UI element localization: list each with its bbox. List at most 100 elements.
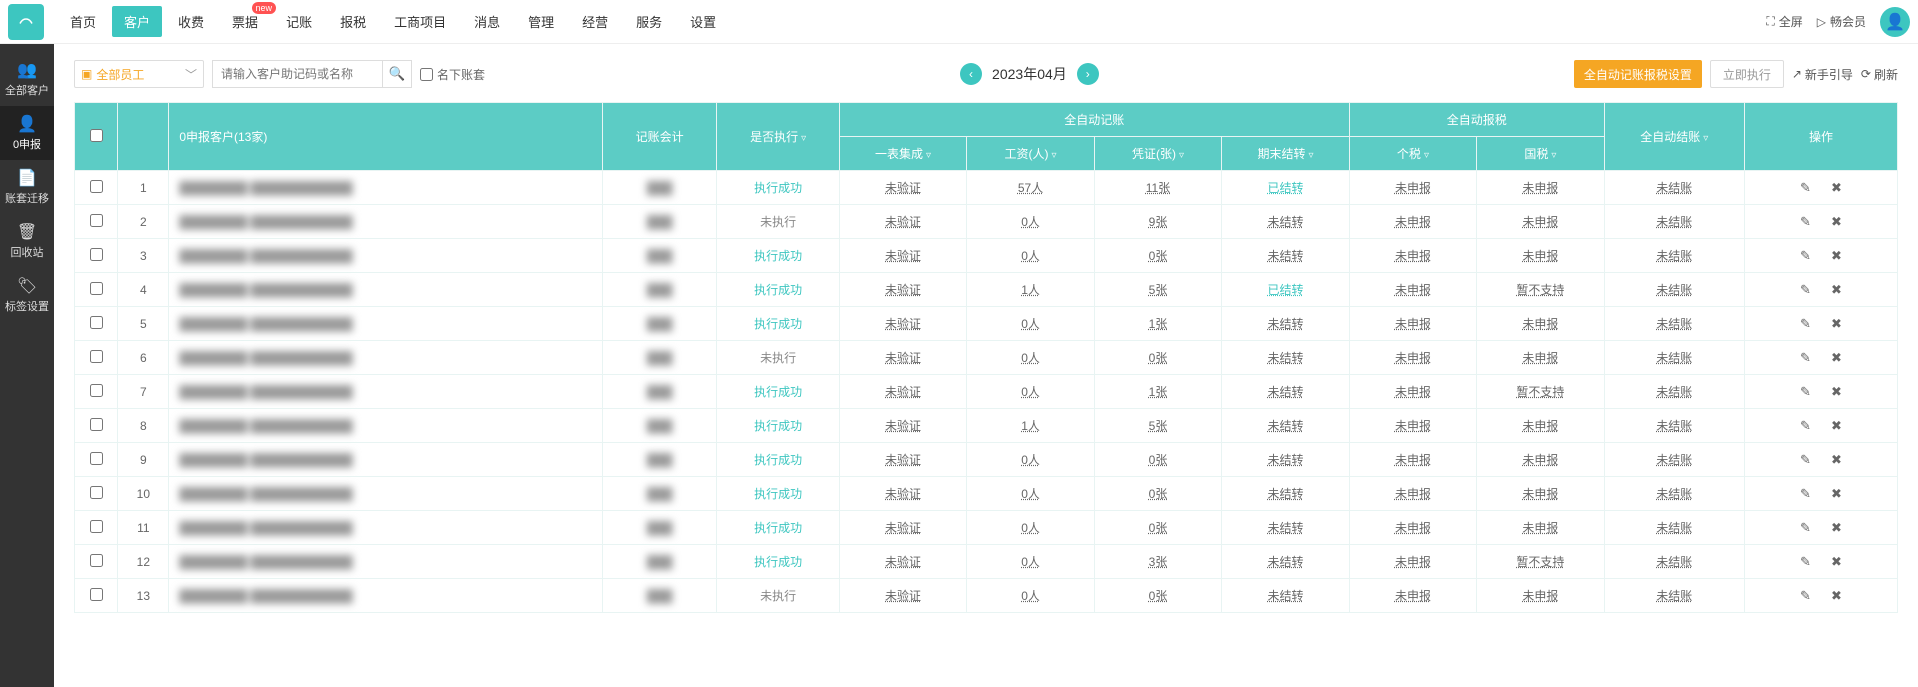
transfer-status[interactable]: 未结转 bbox=[1222, 511, 1349, 545]
transfer-status[interactable]: 已结转 bbox=[1222, 273, 1349, 307]
edit-icon[interactable]: ✎ bbox=[1800, 486, 1811, 502]
national-tax[interactable]: 未申报 bbox=[1477, 341, 1604, 375]
edit-icon[interactable]: ✎ bbox=[1800, 180, 1811, 196]
delete-icon[interactable]: ✖ bbox=[1831, 452, 1842, 468]
close-status[interactable]: 未结账 bbox=[1604, 341, 1744, 375]
col-c3[interactable]: 凭证(张)▿ bbox=[1094, 137, 1221, 171]
auto-settings-button[interactable]: 全自动记账报税设置 bbox=[1574, 60, 1702, 88]
member-button[interactable]: ▷ 畅会员 bbox=[1817, 13, 1866, 30]
verify-status[interactable]: 未验证 bbox=[839, 205, 966, 239]
verify-status[interactable]: 未验证 bbox=[839, 307, 966, 341]
personal-tax[interactable]: 未申报 bbox=[1349, 171, 1476, 205]
voucher-count[interactable]: 5张 bbox=[1094, 409, 1221, 443]
transfer-status[interactable]: 未结转 bbox=[1222, 341, 1349, 375]
customer-name[interactable]: ████████ ████████████ bbox=[169, 171, 602, 205]
national-tax[interactable]: 未申报 bbox=[1477, 477, 1604, 511]
nav-item-1[interactable]: 客户 bbox=[112, 6, 162, 37]
edit-icon[interactable]: ✎ bbox=[1800, 316, 1811, 332]
transfer-status[interactable]: 未结转 bbox=[1222, 443, 1349, 477]
personal-tax[interactable]: 未申报 bbox=[1349, 409, 1476, 443]
people-count[interactable]: 0人 bbox=[967, 443, 1094, 477]
national-tax[interactable]: 未申报 bbox=[1477, 239, 1604, 273]
transfer-status[interactable]: 未结转 bbox=[1222, 205, 1349, 239]
customer-name[interactable]: ████████ ████████████ bbox=[169, 273, 602, 307]
employee-select[interactable]: ▣ 全部员工 ﹀ bbox=[74, 60, 204, 88]
nav-item-7[interactable]: 消息 bbox=[462, 6, 512, 37]
edit-icon[interactable]: ✎ bbox=[1800, 248, 1811, 264]
close-status[interactable]: 未结账 bbox=[1604, 579, 1744, 613]
personal-tax[interactable]: 未申报 bbox=[1349, 375, 1476, 409]
people-count[interactable]: 1人 bbox=[967, 409, 1094, 443]
row-checkbox[interactable] bbox=[90, 248, 103, 261]
transfer-status[interactable]: 未结转 bbox=[1222, 545, 1349, 579]
verify-status[interactable]: 未验证 bbox=[839, 443, 966, 477]
voucher-count[interactable]: 0张 bbox=[1094, 239, 1221, 273]
refresh-link[interactable]: ⟳ 刷新 bbox=[1861, 66, 1898, 83]
nav-item-2[interactable]: 收费 bbox=[166, 6, 216, 37]
voucher-count[interactable]: 0张 bbox=[1094, 579, 1221, 613]
select-all-checkbox[interactable] bbox=[90, 129, 103, 142]
row-checkbox[interactable] bbox=[90, 520, 103, 533]
close-status[interactable]: 未结账 bbox=[1604, 239, 1744, 273]
personal-tax[interactable]: 未申报 bbox=[1349, 477, 1476, 511]
close-status[interactable]: 未结账 bbox=[1604, 545, 1744, 579]
avatar[interactable]: 👤 bbox=[1880, 7, 1910, 37]
transfer-status[interactable]: 未结转 bbox=[1222, 579, 1349, 613]
delete-icon[interactable]: ✖ bbox=[1831, 248, 1842, 264]
transfer-status[interactable]: 未结转 bbox=[1222, 239, 1349, 273]
delete-icon[interactable]: ✖ bbox=[1831, 282, 1842, 298]
row-checkbox[interactable] bbox=[90, 452, 103, 465]
verify-status[interactable]: 未验证 bbox=[839, 545, 966, 579]
col-t2[interactable]: 国税▿ bbox=[1477, 137, 1604, 171]
delete-icon[interactable]: ✖ bbox=[1831, 350, 1842, 366]
edit-icon[interactable]: ✎ bbox=[1800, 384, 1811, 400]
people-count[interactable]: 0人 bbox=[967, 579, 1094, 613]
voucher-count[interactable]: 0张 bbox=[1094, 477, 1221, 511]
verify-status[interactable]: 未验证 bbox=[839, 171, 966, 205]
sidebar-item-2[interactable]: 📄账套迁移 bbox=[0, 160, 54, 214]
voucher-count[interactable]: 0张 bbox=[1094, 341, 1221, 375]
col-c4[interactable]: 期末结转▿ bbox=[1222, 137, 1349, 171]
national-tax[interactable]: 未申报 bbox=[1477, 443, 1604, 477]
national-tax[interactable]: 暂不支持 bbox=[1477, 545, 1604, 579]
voucher-count[interactable]: 5张 bbox=[1094, 273, 1221, 307]
national-tax[interactable]: 未申报 bbox=[1477, 307, 1604, 341]
people-count[interactable]: 0人 bbox=[967, 545, 1094, 579]
personal-tax[interactable]: 未申报 bbox=[1349, 443, 1476, 477]
edit-icon[interactable]: ✎ bbox=[1800, 282, 1811, 298]
col-c2[interactable]: 工资(人)▿ bbox=[967, 137, 1094, 171]
verify-status[interactable]: 未验证 bbox=[839, 409, 966, 443]
execute-now-button[interactable]: 立即执行 bbox=[1710, 60, 1784, 88]
row-checkbox[interactable] bbox=[90, 554, 103, 567]
national-tax[interactable]: 未申报 bbox=[1477, 409, 1604, 443]
voucher-count[interactable]: 0张 bbox=[1094, 511, 1221, 545]
guide-link[interactable]: ↗ 新手引导 bbox=[1792, 66, 1853, 83]
customer-name[interactable]: ████████ ████████████ bbox=[169, 307, 602, 341]
verify-status[interactable]: 未验证 bbox=[839, 341, 966, 375]
personal-tax[interactable]: 未申报 bbox=[1349, 307, 1476, 341]
sidebar-item-0[interactable]: 👥全部客户 bbox=[0, 52, 54, 106]
people-count[interactable]: 57人 bbox=[967, 171, 1094, 205]
transfer-status[interactable]: 已结转 bbox=[1222, 171, 1349, 205]
row-checkbox[interactable] bbox=[90, 350, 103, 363]
delete-icon[interactable]: ✖ bbox=[1831, 418, 1842, 434]
national-tax[interactable]: 未申报 bbox=[1477, 579, 1604, 613]
col-close[interactable]: 全自动结账▿ bbox=[1604, 103, 1744, 171]
sidebar-item-1[interactable]: 👤0申报 bbox=[0, 106, 54, 160]
people-count[interactable]: 0人 bbox=[967, 375, 1094, 409]
period-next-button[interactable]: › bbox=[1077, 63, 1099, 85]
sidebar-item-3[interactable]: 🗑回收站 bbox=[0, 214, 54, 268]
people-count[interactable]: 0人 bbox=[967, 239, 1094, 273]
nav-item-5[interactable]: 报税 bbox=[328, 6, 378, 37]
row-checkbox[interactable] bbox=[90, 384, 103, 397]
nav-item-10[interactable]: 服务 bbox=[624, 6, 674, 37]
edit-icon[interactable]: ✎ bbox=[1800, 588, 1811, 604]
close-status[interactable]: 未结账 bbox=[1604, 409, 1744, 443]
transfer-status[interactable]: 未结转 bbox=[1222, 477, 1349, 511]
national-tax[interactable]: 未申报 bbox=[1477, 205, 1604, 239]
verify-status[interactable]: 未验证 bbox=[839, 375, 966, 409]
col-exec[interactable]: 是否执行▿ bbox=[717, 103, 839, 171]
edit-icon[interactable]: ✎ bbox=[1800, 418, 1811, 434]
nav-item-0[interactable]: 首页 bbox=[58, 6, 108, 37]
customer-name[interactable]: ████████ ████████████ bbox=[169, 477, 602, 511]
